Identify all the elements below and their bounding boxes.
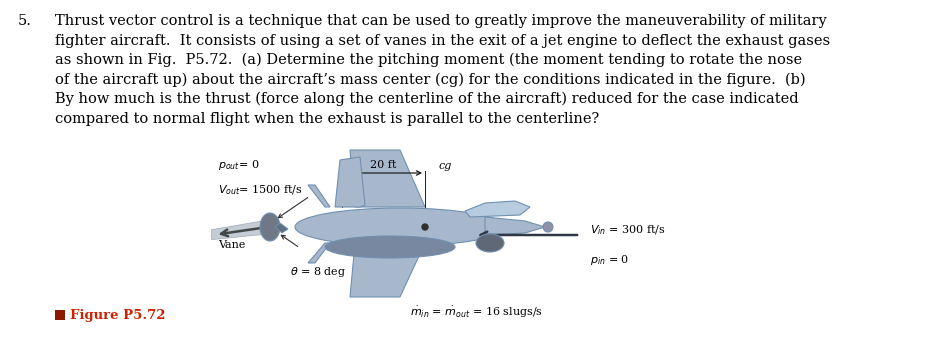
- Ellipse shape: [476, 234, 504, 252]
- Text: cg: cg: [439, 161, 453, 171]
- Text: compared to normal flight when the exhaust is parallel to the centerline?: compared to normal flight when the exhau…: [55, 112, 599, 125]
- Circle shape: [422, 224, 428, 230]
- Text: $p_{out}$= 0: $p_{out}$= 0: [218, 158, 259, 172]
- Polygon shape: [275, 223, 288, 233]
- Text: By how much is the thrust (force along the centerline of the aircraft) reduced f: By how much is the thrust (force along t…: [55, 92, 798, 106]
- Polygon shape: [350, 243, 425, 297]
- Ellipse shape: [325, 236, 455, 258]
- Text: $\theta$ = 8 deg: $\theta$ = 8 deg: [290, 265, 347, 279]
- Text: $\dot{m}_{in}$ = $\dot{m}_{out}$ = 16 slugs/s: $\dot{m}_{in}$ = $\dot{m}_{out}$ = 16 sl…: [410, 305, 543, 320]
- Ellipse shape: [295, 208, 505, 246]
- Text: Vane: Vane: [218, 240, 245, 250]
- Ellipse shape: [260, 213, 280, 241]
- Text: $V_{out}$= 1500 ft/s: $V_{out}$= 1500 ft/s: [218, 183, 303, 197]
- Polygon shape: [335, 157, 365, 207]
- Text: Thrust vector control is a technique that can be used to greatly improve the man: Thrust vector control is a technique tha…: [55, 14, 827, 28]
- Polygon shape: [350, 150, 425, 207]
- Text: $p_{in}$ = 0: $p_{in}$ = 0: [590, 253, 629, 267]
- Ellipse shape: [543, 222, 553, 232]
- Text: as shown in Fig.  P5.72.  (a) Determine the pitching moment (the moment tending : as shown in Fig. P5.72. (a) Determine th…: [55, 53, 802, 68]
- Text: fighter aircraft.  It consists of using a set of vanes in the exit of a jet engi: fighter aircraft. It consists of using a…: [55, 33, 831, 47]
- Text: 20 ft: 20 ft: [370, 160, 397, 170]
- Polygon shape: [465, 201, 530, 217]
- Polygon shape: [308, 185, 330, 207]
- Text: $V_{in}$ = 300 ft/s: $V_{in}$ = 300 ft/s: [590, 223, 666, 237]
- Text: of the aircraft up) about the aircraft’s mass center (cg) for the conditions ind: of the aircraft up) about the aircraft’s…: [55, 73, 806, 87]
- Polygon shape: [485, 217, 545, 235]
- Polygon shape: [308, 243, 330, 263]
- Text: Figure P5.72: Figure P5.72: [70, 309, 166, 322]
- Bar: [55, 310, 65, 320]
- Text: 5.: 5.: [18, 14, 32, 28]
- Polygon shape: [211, 220, 268, 240]
